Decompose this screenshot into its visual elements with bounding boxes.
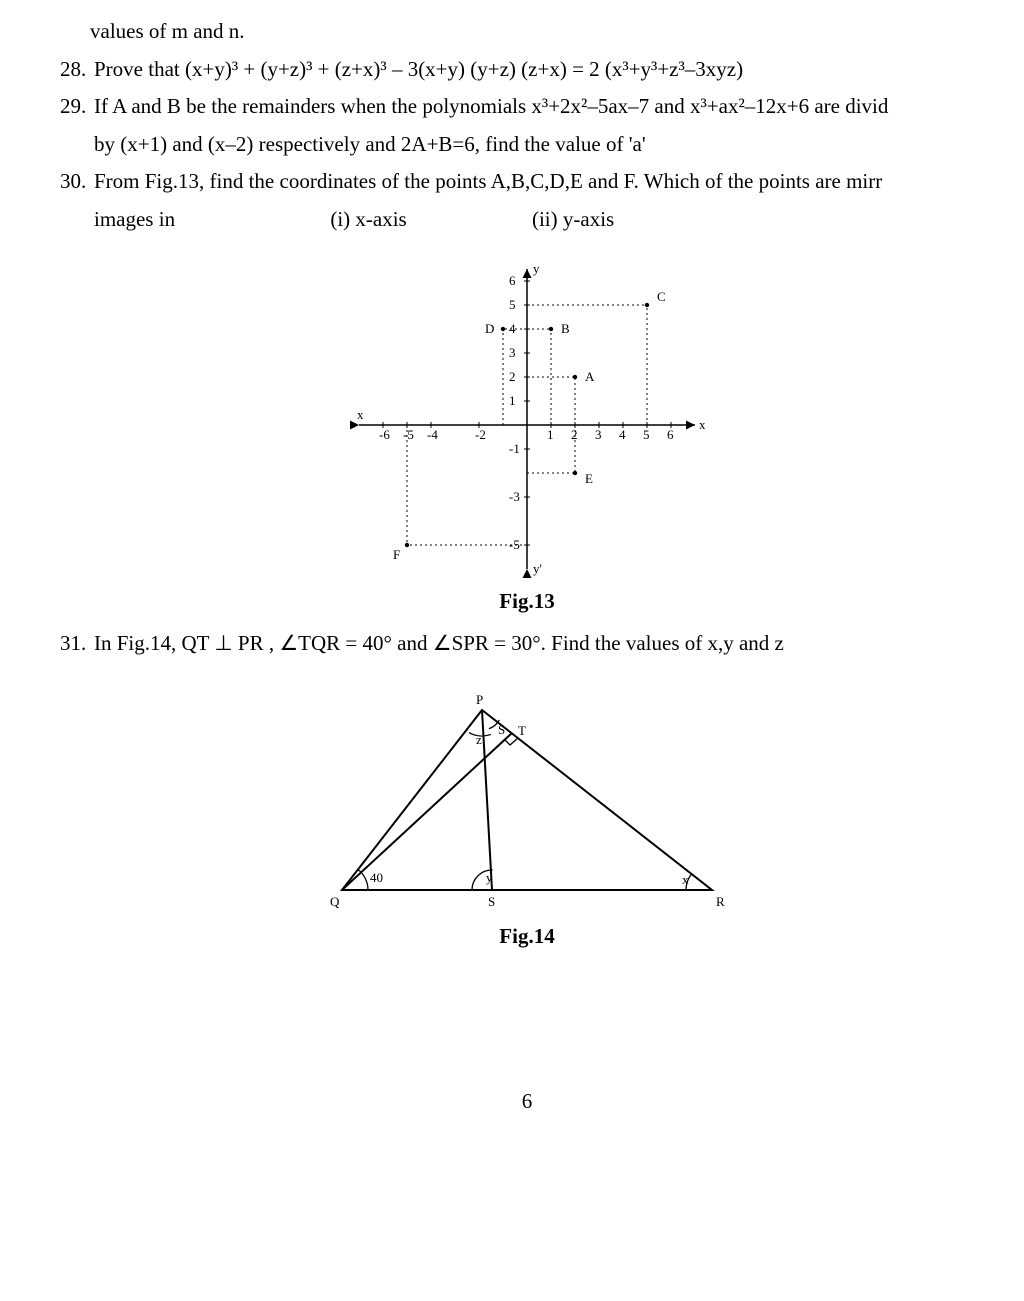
svg-text:R: R (716, 894, 725, 909)
q29: 29.If A and B be the remainders when the… (60, 91, 994, 123)
q30-sub-i: (i) x-axis (330, 204, 406, 236)
svg-text:-6: -6 (379, 427, 390, 442)
svg-text:4: 4 (619, 427, 626, 442)
page-container: values of m and n. 28.Prove that (x+y)³ … (0, 0, 1024, 1144)
svg-text:x: x (682, 872, 689, 887)
svg-text:-5: -5 (403, 427, 414, 442)
q27-fragment: values of m and n. (90, 16, 994, 48)
svg-text:40: 40 (370, 870, 383, 885)
q31: 31.In Fig.14, QT ⊥ PR , ∠TQR = 40° and ∠… (60, 628, 994, 660)
svg-text:S: S (488, 894, 495, 909)
svg-text:E: E (585, 471, 593, 486)
svg-text:1: 1 (547, 427, 554, 442)
q28-num: 28. (60, 54, 94, 86)
svg-text:y: y (486, 870, 493, 885)
svg-text:F: F (393, 547, 400, 562)
svg-text:P: P (476, 692, 483, 707)
q31-text: In Fig.14, QT ⊥ PR , ∠TQR = 40° and ∠SPR… (94, 628, 988, 660)
svg-text:x: x (357, 407, 364, 422)
fig13-svg: -6-5-4-2123456-1-3-5123456ABCDEFxxyy' (347, 245, 707, 585)
fig13-wrapper: -6-5-4-2123456-1-3-5123456ABCDEFxxyy' Fi… (60, 245, 994, 614)
page-number: 6 (60, 1089, 994, 1114)
svg-text:S: S (498, 722, 505, 737)
svg-text:z: z (476, 732, 482, 747)
q29-line1: If A and B be the remainders when the po… (94, 91, 988, 123)
q29-num: 29. (60, 91, 94, 123)
q31-num: 31. (60, 628, 94, 660)
svg-text:B: B (561, 321, 570, 336)
svg-text:y: y (533, 261, 540, 276)
svg-text:-2: -2 (475, 427, 486, 442)
svg-text:A: A (585, 369, 595, 384)
svg-text:2: 2 (571, 427, 578, 442)
svg-text:3: 3 (509, 345, 516, 360)
svg-text:-1: -1 (509, 441, 520, 456)
svg-text:-3: -3 (509, 489, 520, 504)
q29-line2: by (x+1) and (x–2) respectively and 2A+B… (94, 129, 988, 161)
fig13-caption: Fig.13 (60, 589, 994, 614)
svg-text:C: C (657, 289, 666, 304)
fig14-caption: Fig.14 (60, 924, 994, 949)
svg-text:-4: -4 (427, 427, 438, 442)
q30-line1: From Fig.13, find the coordinates of the… (94, 166, 988, 198)
svg-text:Q: Q (330, 894, 340, 909)
q30-cont: images in (i) x-axis (ii) y-axis (60, 204, 994, 236)
fig14-wrapper: 40 y x Sz P T Q S R Fig.14 (60, 690, 994, 949)
svg-text:x: x (699, 417, 706, 432)
q30-sub-ii: (ii) y-axis (532, 204, 614, 236)
q29-cont: by (x+1) and (x–2) respectively and 2A+B… (60, 129, 994, 161)
q30: 30.From Fig.13, find the coordinates of … (60, 166, 994, 198)
svg-text:y': y' (533, 561, 542, 576)
q30-line2: images in (94, 207, 175, 231)
q30-num: 30. (60, 166, 94, 198)
svg-text:D: D (485, 321, 494, 336)
svg-text:5: 5 (643, 427, 650, 442)
svg-text:T: T (518, 723, 526, 738)
svg-text:6: 6 (509, 273, 516, 288)
svg-text:6: 6 (667, 427, 674, 442)
q28-text: Prove that (x+y)³ + (y+z)³ + (z+x)³ – 3(… (94, 54, 988, 86)
fig14-svg: 40 y x Sz P T Q S R (312, 690, 742, 920)
svg-text:3: 3 (595, 427, 602, 442)
svg-text:2: 2 (509, 369, 516, 384)
q28: 28.Prove that (x+y)³ + (y+z)³ + (z+x)³ –… (60, 54, 994, 86)
svg-text:1: 1 (509, 393, 516, 408)
svg-text:5: 5 (509, 297, 516, 312)
